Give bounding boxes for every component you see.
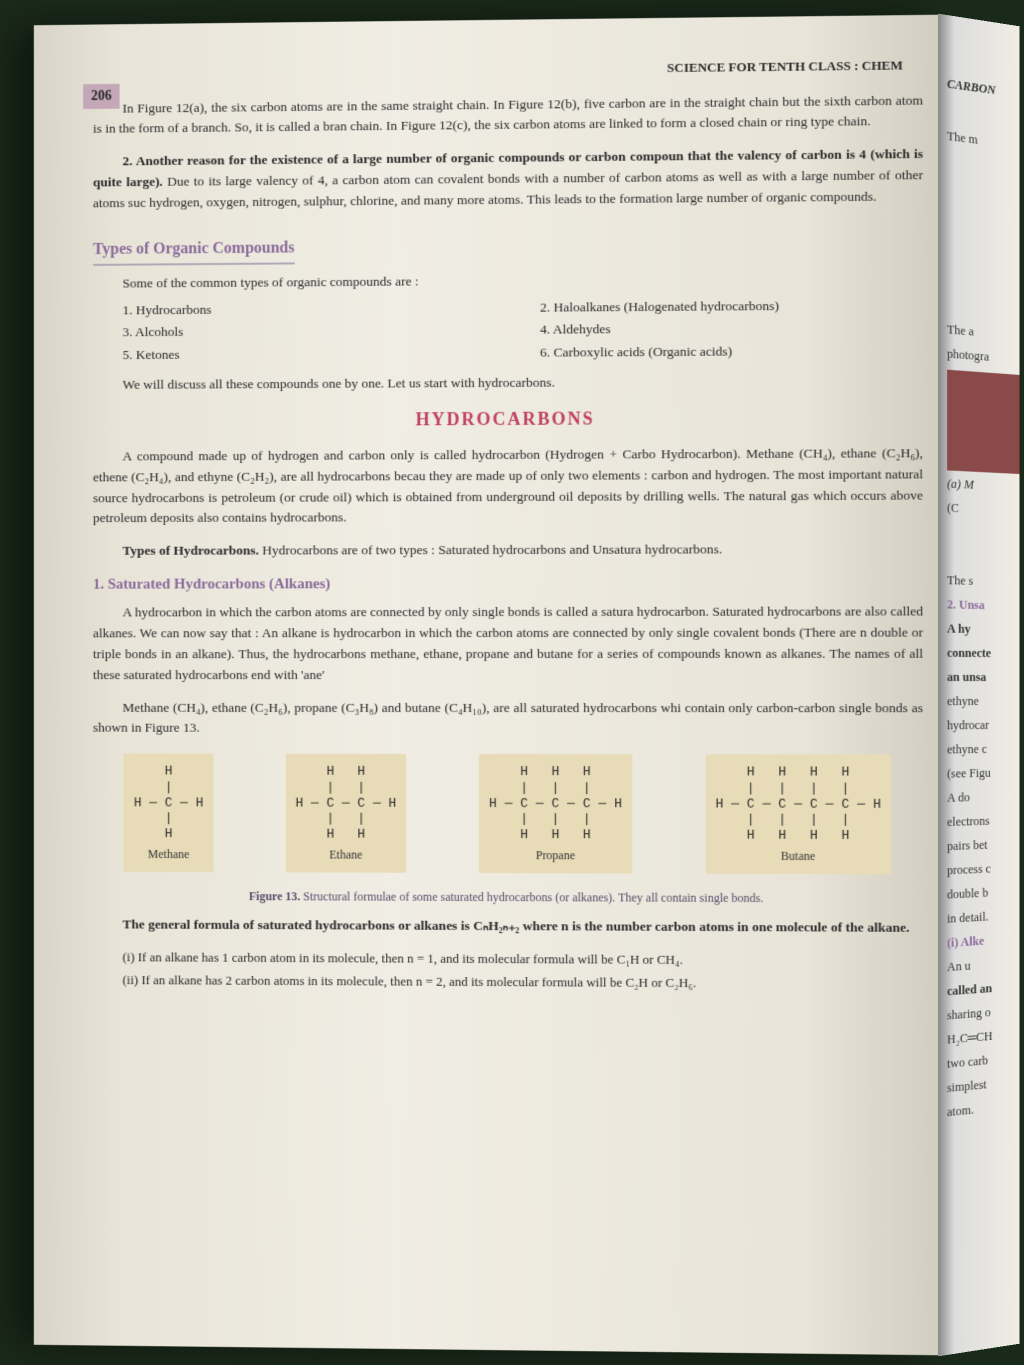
rp-line: atom. [947,1097,1019,1120]
chapter-header: SCIENCE FOR TENTH CLASS : CHEM [93,55,923,83]
molecule-ethane: H H | | H ─ C ─ C ─ H | | H H Ethane [285,754,406,872]
rp-line: The s [947,572,1019,590]
butane-label: Butane [715,849,881,864]
type-haloalkanes: 2. Haloalkanes (Halogenated hydrocarbons… [540,295,923,318]
compound-types-list: 1. Hydrocarbons 2. Haloalkanes (Halogena… [123,295,924,365]
hydrocarbons-definition: A compound made up of hydrogen and carbo… [93,443,923,530]
rp-line: A do [947,788,1019,806]
rp-line: called an [947,978,1019,999]
rp-line: simplest [947,1073,1019,1096]
rp-line: connecte [947,645,1019,662]
rp-line: hydrocar [947,717,1019,734]
adjacent-page: CARBON The m The a photogra (a) M (C The… [938,14,1020,1357]
page-number: 206 [83,84,119,109]
fig13-lead: Figure 13. [249,889,300,903]
saturated-para1: A hydrocarbon in which the carbon atoms … [93,601,923,685]
heading-saturated-alkanes: 1. Saturated Hydrocarbons (Alkanes) [93,572,923,596]
molecule-structures: H | H ─ C ─ H | H Methane H H | | H ─ C … [93,754,923,874]
rp-line: double b [947,883,1019,902]
rp-line: electrons [947,812,1019,830]
ethane-label: Ethane [295,848,396,863]
paragraph-figure12: In Figure 12(a), the six carbon atoms ar… [93,90,923,140]
rp-line: sharing o [947,1002,1019,1024]
rp-line: H₂C═CH [947,1026,1019,1048]
molecule-methane: H | H ─ C ─ H | H Methane [124,754,213,872]
rp-line: A hy [947,621,1019,638]
propane-label: Propane [489,848,622,863]
rp-line: in detail. [947,907,1019,927]
molecule-propane: H H H | | | H ─ C ─ C ─ C ─ H | | | H H … [479,754,632,873]
type-alcohols: 3. Alcohols [123,320,500,343]
heading-hydrocarbons: HYDROCARBONS [93,404,923,435]
figure-13-caption: Figure 13. Structural formulae of some s… [93,886,923,907]
rp-line: An u [947,954,1019,975]
fig13-rest: Structural formulae of some saturated hy… [300,889,763,905]
saturated-para2: Methane (CH₄), ethane (C₂H₆), propane (C… [93,697,923,739]
type-hydrocarbons: 1. Hydrocarbons [123,298,500,321]
type-ketones: 5. Ketones [123,342,500,364]
hydro-types-lead: Types of Hydrocarbons. [123,543,259,558]
types-intro: Some of the common types of organic comp… [123,268,924,295]
hydrocarbons-types: Types of Hydrocarbons. Hydrocarbons are … [93,539,923,562]
heading-types-organic: Types of Organic Compounds [93,237,295,266]
type-carboxylic: 6. Carboxylic acids (Organic acids) [540,340,923,363]
rp-line: two carb [947,1050,1019,1072]
rp-line: (see Figu [947,764,1019,781]
rp-line: ethyne c [947,740,1019,757]
rp-line: (i) Alke [947,931,1019,951]
rp-carbon: CARBON [947,75,1019,101]
rp-line: The m [947,128,1019,153]
type-aldehydes: 4. Aldehydes [540,317,923,340]
rp-line: an unsa [947,669,1019,685]
rp-line: ethyne [947,693,1019,709]
paragraph-reason2: 2. Another reason for the existence of a… [93,144,923,214]
rp-line: The a [947,321,1019,343]
rp-line: pairs bet [947,836,1019,855]
molecule-butane: H H H H | | | | H ─ C ─ C ─ C ─ C ─ H | … [705,755,891,874]
rp-line: process c [947,859,1019,878]
formula-item-i: (i) If an alkane has 1 carbon atom in it… [123,947,924,970]
rp-line: 2. Unsa [947,596,1019,613]
formula-item-ii: (ii) If an alkane has 2 carbon atoms in … [123,970,924,994]
types-outro: We will discuss all these compounds one … [123,370,924,395]
general-formula: The general formula of saturated hydroca… [93,914,923,938]
rp-line: (a) M [947,475,1019,494]
rp-line: photogra [947,345,1019,367]
methane-label: Methane [134,847,203,862]
rp-line: (C [947,500,1019,519]
textbook-page: 206 SCIENCE FOR TENTH CLASS : CHEM In Fi… [34,15,944,1356]
hydro-types-rest: Hydrocarbons are of two types : Saturate… [259,542,722,558]
reason2-rest: Due to its large valency of 4, a carbon … [93,167,923,210]
